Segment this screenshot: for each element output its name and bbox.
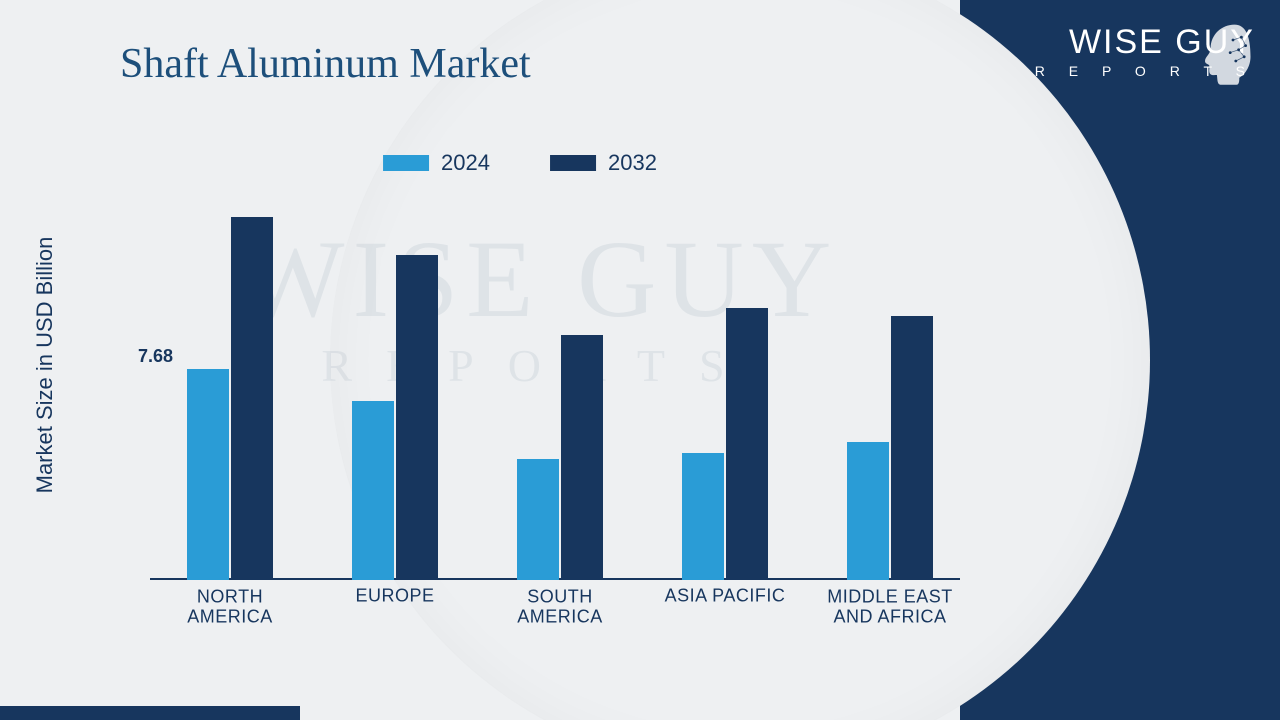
bar-2032 — [231, 217, 273, 580]
category-label: SOUTH AMERICA — [490, 586, 630, 627]
category-label: EUROPE — [325, 586, 465, 607]
bar-group: SOUTH AMERICA — [500, 335, 620, 580]
bottom-accent-bar — [0, 706, 300, 720]
bar-2032 — [396, 255, 438, 580]
brain-head-icon — [1191, 19, 1261, 89]
bar-group: MIDDLE EAST AND AFRICA — [830, 316, 950, 580]
y-axis-label: Market Size in USD Billion — [32, 237, 58, 494]
bar-2032 — [561, 335, 603, 580]
bar-2024 — [352, 401, 394, 580]
category-label: MIDDLE EAST AND AFRICA — [820, 586, 960, 627]
bar-2024 — [847, 442, 889, 580]
plot-area: NORTH AMERICA EUROPE SOUTH AMERICA ASIA PAC… — [150, 195, 980, 580]
legend-swatch-icon — [550, 155, 596, 171]
bar-2024 — [187, 369, 229, 580]
legend-label: 2032 — [608, 150, 657, 176]
category-label: NORTH AMERICA — [160, 586, 300, 627]
bar-group: EUROPE — [335, 255, 455, 580]
bar-2032 — [726, 308, 768, 580]
bar-2024 — [682, 453, 724, 580]
bar-2032 — [891, 316, 933, 580]
bar-2024 — [517, 459, 559, 580]
bar-group: ASIA PACIFIC — [665, 308, 785, 580]
legend-label: 2024 — [441, 150, 490, 176]
legend-item-2024: 2024 — [383, 150, 490, 176]
chart-canvas: WISE GUY R E P O R T S Shaft Aluminum Ma… — [0, 0, 1280, 720]
legend-item-2032: 2032 — [550, 150, 657, 176]
bar-group: NORTH AMERICA — [170, 217, 290, 580]
chart-area: Market Size in USD Billion 20242032 NORT… — [60, 150, 980, 580]
bar-value-label: 7.68 — [138, 346, 173, 367]
legend-swatch-icon — [383, 155, 429, 171]
brand-logo: WISE GUY R E P O R T S — [1035, 25, 1255, 79]
category-label: ASIA PACIFIC — [655, 586, 795, 607]
legend: 2024 2032 — [383, 150, 657, 176]
chart-title: Shaft Aluminum Market — [120, 40, 531, 88]
